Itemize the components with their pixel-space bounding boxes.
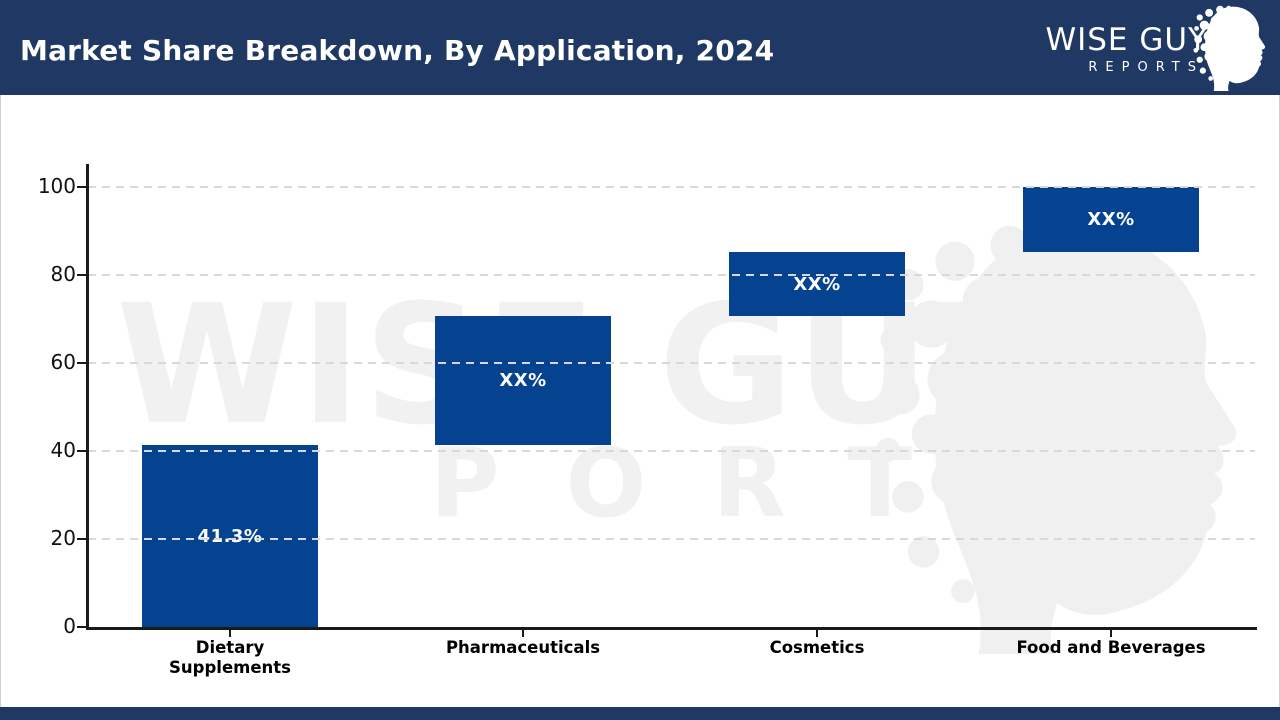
gridline [88, 274, 1255, 276]
y-tick-label: 20 [50, 526, 76, 550]
y-axis-line [86, 164, 89, 630]
bar: 41.3% [142, 445, 318, 627]
x-category-label: Pharmaceuticals [445, 638, 601, 657]
y-axis-tick [77, 274, 86, 276]
x-category-label: Dietary Supplements [169, 638, 291, 677]
y-tick-label: 100 [37, 174, 76, 198]
gridline [88, 450, 1255, 452]
x-axis-line [86, 627, 1257, 630]
gridline [88, 362, 1255, 364]
bar-value-label: XX% [793, 273, 841, 295]
y-tick-label: 40 [50, 438, 76, 462]
brand-name: WISE GUY [1045, 22, 1208, 58]
bar-value-label: XX% [499, 370, 547, 392]
bar-value-label: XX% [1087, 209, 1135, 231]
bar: XX% [435, 316, 611, 446]
bar: XX% [729, 252, 905, 317]
y-axis-tick [77, 626, 86, 628]
x-axis-tick [1110, 630, 1112, 637]
brand-logo: WISE GUY REPORTS [1004, 0, 1274, 95]
footer-bar [0, 707, 1280, 720]
header: Market Share Breakdown, By Application, … [0, 0, 1280, 95]
gridline [88, 186, 1255, 188]
logo-face-icon [1193, 5, 1266, 91]
y-axis-tick [77, 450, 86, 452]
gridline [88, 538, 1255, 540]
bar: XX% [1023, 187, 1199, 253]
watermark-face-icon [876, 225, 1237, 654]
y-axis-tick [77, 538, 86, 540]
x-category-label: Food and Beverages [1016, 638, 1206, 657]
y-tick-label: 0 [63, 614, 76, 638]
brand-subname: REPORTS [1088, 60, 1204, 75]
x-axis-tick [229, 630, 231, 637]
bar-value-label: 41.3% [197, 525, 263, 547]
x-axis-tick [522, 630, 524, 637]
y-tick-label: 60 [50, 350, 76, 374]
y-axis-tick [77, 362, 86, 364]
x-axis-tick [816, 630, 818, 637]
y-axis-tick [77, 186, 86, 188]
y-tick-label: 80 [50, 262, 76, 286]
x-category-label: Cosmetics [769, 638, 865, 657]
page-title: Market Share Breakdown, By Application, … [20, 34, 775, 67]
